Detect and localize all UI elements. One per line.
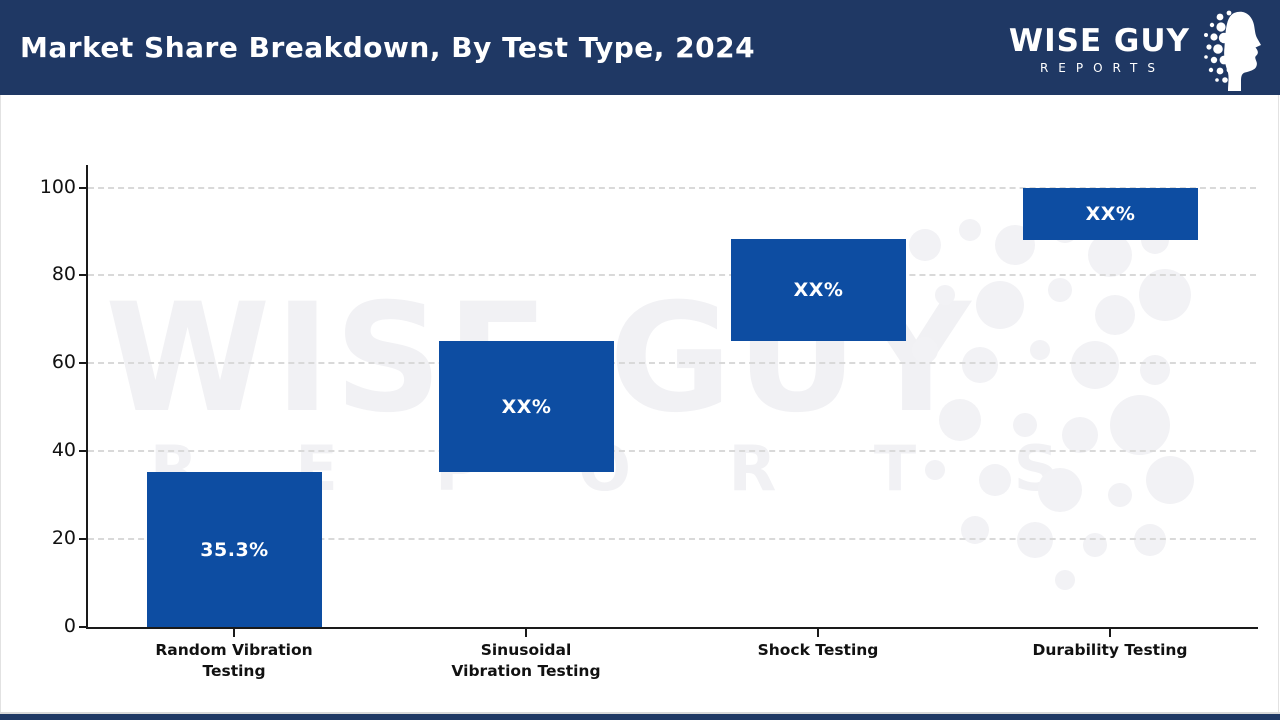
gridline-60 [88, 362, 1256, 365]
y-tick-label-80: 80 [51, 263, 76, 286]
bar-sinusoidal-vibration-testing: XX% [439, 341, 614, 472]
y-tick-80 [79, 274, 87, 277]
y-tick-100 [79, 186, 87, 189]
category-label-durability-testing: Durability Testing [1032, 641, 1188, 659]
y-tick-20 [79, 538, 87, 541]
y-tick-0 [79, 626, 87, 628]
gridline-20 [88, 538, 1256, 541]
y-tick-label-0: 0 [63, 615, 76, 637]
brand-logo-text: WISE GUY REPORTS [1009, 23, 1190, 75]
y-tick-60 [79, 362, 87, 365]
y-axis-spine [86, 165, 88, 629]
x-axis-spine [86, 627, 1258, 629]
gridline-80 [88, 274, 1256, 277]
x-tick-random-vibration-testing [233, 629, 235, 637]
y-tick-label-100: 100 [39, 175, 76, 198]
bar-value-label: XX% [501, 395, 552, 418]
footer-hairline [0, 712, 1280, 714]
y-tick-label-20: 20 [51, 527, 76, 550]
bar-shock-testing: XX% [731, 239, 906, 341]
bar-value-label: 35.3% [200, 538, 269, 561]
head-profile-icon [1204, 10, 1261, 91]
category-label-sinusoidal-vibration-testing: Sinusoidal Vibration Testing [451, 641, 601, 680]
footer-band [0, 714, 1280, 720]
page-title: Market Share Breakdown, By Test Type, 20… [20, 31, 756, 64]
bar-random-vibration-testing: 35.3% [147, 472, 322, 627]
brand-name: WISE GUY [1008, 22, 1190, 59]
category-label-shock-testing: Shock Testing [757, 641, 879, 659]
y-tick-40 [79, 450, 87, 453]
x-tick-durability-testing [1109, 629, 1111, 637]
x-tick-shock-testing [817, 629, 819, 637]
gridline-100 [88, 186, 1256, 189]
x-tick-sinusoidal-vibration-testing [525, 629, 527, 637]
bar-durability-testing: XX% [1023, 188, 1198, 240]
y-tick-label-60: 60 [51, 351, 76, 374]
left-border [0, 95, 1, 714]
y-tick-label-40: 40 [51, 439, 76, 462]
header-band: Market Share Breakdown, By Test Type, 20… [0, 0, 1280, 95]
brand-subname: REPORTS [1039, 60, 1165, 75]
bar-value-label: XX% [793, 279, 844, 301]
right-border [1278, 95, 1279, 714]
gridline-40 [88, 450, 1256, 453]
brand-logo: WISE GUY REPORTS [1009, 6, 1268, 91]
bar-value-label: XX% [1085, 203, 1136, 225]
category-label-random-vibration-testing: Random Vibration Testing [155, 641, 313, 680]
